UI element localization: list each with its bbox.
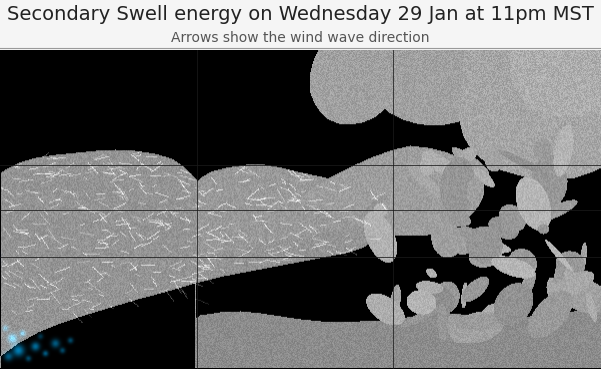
Text: Arrows show the wind wave direction: Arrows show the wind wave direction bbox=[171, 31, 430, 45]
Text: Secondary Swell energy on Wednesday 29 Jan at 11pm MST: Secondary Swell energy on Wednesday 29 J… bbox=[7, 4, 594, 24]
